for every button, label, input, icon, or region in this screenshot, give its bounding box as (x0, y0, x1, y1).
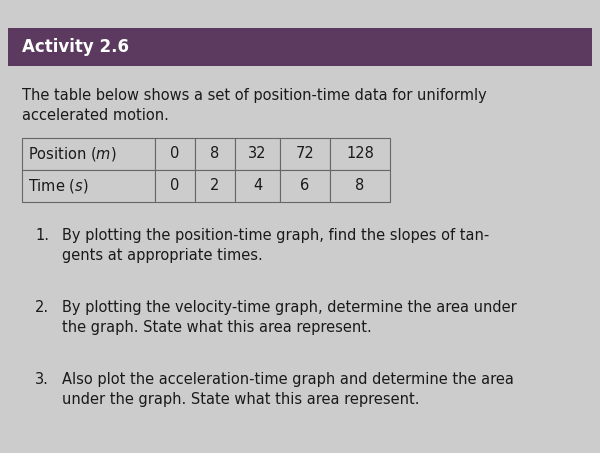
Bar (22, 170, 155, 202)
Text: 0: 0 (170, 146, 179, 162)
Text: The table below shows a set of position-time data for uniformly: The table below shows a set of position-… (22, 88, 487, 103)
Text: 8: 8 (355, 178, 365, 193)
Text: Position ($m$): Position ($m$) (28, 145, 116, 163)
Text: 8: 8 (211, 146, 220, 162)
Text: 2: 2 (211, 178, 220, 193)
Text: accelerated motion.: accelerated motion. (22, 108, 169, 123)
Bar (195, 170, 235, 202)
Bar (330, 138, 390, 170)
Bar (155, 138, 195, 170)
Bar (235, 170, 280, 202)
Text: 4: 4 (253, 178, 262, 193)
Bar (280, 138, 330, 170)
Text: By plotting the position-time graph, find the slopes of tan-: By plotting the position-time graph, fin… (62, 228, 489, 243)
Bar (235, 138, 280, 170)
Bar (155, 170, 195, 202)
Text: 6: 6 (301, 178, 310, 193)
Text: 1.: 1. (35, 228, 49, 243)
Text: gents at appropriate times.: gents at appropriate times. (62, 248, 263, 263)
Text: 3.: 3. (35, 372, 49, 387)
Text: Activity 2.6: Activity 2.6 (22, 38, 129, 56)
Bar (330, 170, 390, 202)
Text: 128: 128 (346, 146, 374, 162)
Text: 72: 72 (296, 146, 314, 162)
Text: the graph. State what this area represent.: the graph. State what this area represen… (62, 320, 372, 335)
Bar (280, 170, 330, 202)
Text: Also plot the acceleration-time graph and determine the area: Also plot the acceleration-time graph an… (62, 372, 514, 387)
Text: 32: 32 (248, 146, 267, 162)
Text: under the graph. State what this area represent.: under the graph. State what this area re… (62, 392, 419, 407)
Text: 0: 0 (170, 178, 179, 193)
Bar (195, 138, 235, 170)
Text: Time ($s$): Time ($s$) (28, 177, 89, 195)
Text: 2.: 2. (35, 300, 49, 315)
Text: By plotting the velocity-time graph, determine the area under: By plotting the velocity-time graph, det… (62, 300, 517, 315)
Bar (22, 138, 155, 170)
Bar (8, 28, 592, 66)
